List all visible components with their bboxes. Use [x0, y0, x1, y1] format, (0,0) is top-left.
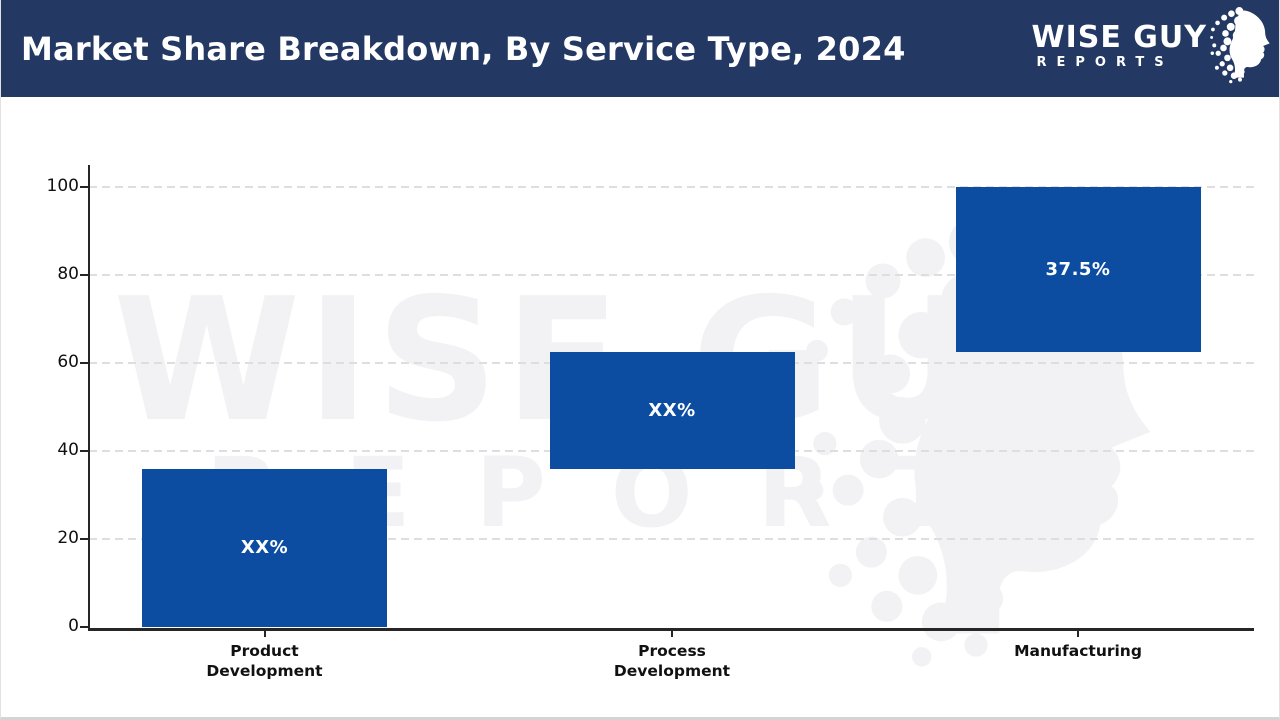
x-tick-process-development [671, 630, 673, 637]
x-tick-manufacturing [1077, 630, 1079, 637]
y-tick-20 [80, 538, 88, 540]
logo-tagline: REPORTS [1036, 55, 1174, 70]
x-tick-product-development [263, 630, 266, 637]
y-tick-label-80: 80 [57, 264, 79, 284]
category-label-process-development: Process Development [613, 642, 731, 680]
y-tick-100 [80, 186, 88, 188]
bar-process-development: XX% [549, 352, 795, 469]
y-axis [88, 165, 90, 630]
header-bar: Market Share Breakdown, By Service Type,… [1, 0, 1279, 97]
y-tick-60 [80, 362, 88, 364]
logo-text: WISE GUY REPORTS [1031, 21, 1207, 71]
logo-face-icon [1210, 7, 1270, 84]
gridline-100 [89, 186, 1254, 188]
category-label-manufacturing: Manufacturing [1014, 642, 1142, 660]
y-tick-80 [80, 274, 88, 276]
category-label-product-development: Product Development [206, 642, 323, 680]
y-tick-label-60: 60 [57, 352, 79, 372]
bar-product-development: XX% [142, 468, 387, 627]
bar-value-label-manufacturing: 37.5% [1045, 259, 1111, 280]
logo-name: WISE GUY [1031, 20, 1207, 55]
gridline-80 [89, 274, 1254, 276]
y-tick-label-40: 40 [57, 440, 79, 460]
y-tick-label-20: 20 [57, 528, 79, 548]
x-axis [88, 628, 1254, 631]
page-title: Market Share Breakdown, By Service Type,… [21, 29, 906, 68]
wise-guy-reports-logo: WISE GUY REPORTS [1031, 6, 1273, 86]
y-tick-label-0: 0 [68, 616, 79, 636]
bar-manufacturing: 37.5% [955, 187, 1201, 352]
y-tick-label-100: 100 [46, 176, 79, 196]
y-tick-0 [80, 626, 88, 628]
bar-value-label-process-development: XX% [648, 399, 696, 421]
gridline-20 [89, 538, 1254, 540]
bar-value-label-product-development: XX% [240, 537, 289, 559]
y-tick-40 [80, 450, 88, 452]
